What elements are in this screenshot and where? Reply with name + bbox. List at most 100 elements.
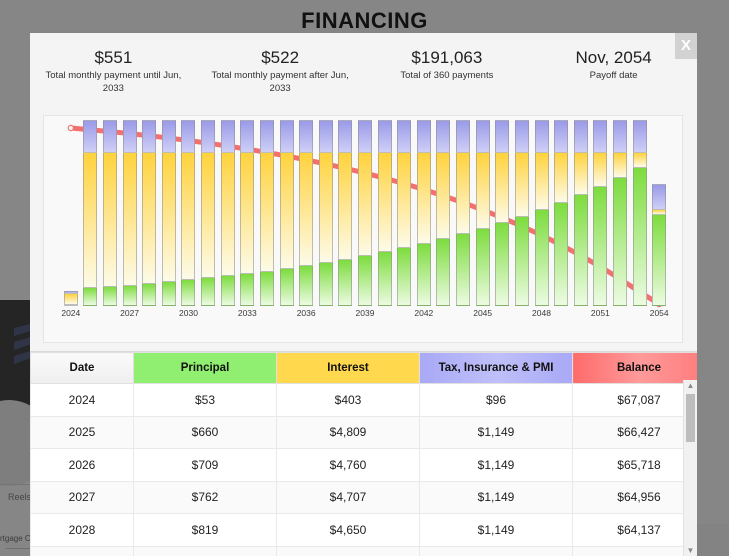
amortization-table-wrapper: Date Principal Interest Tax, Insurance &… xyxy=(30,351,697,556)
summary-card: $522 Total monthly payment after Jun, 20… xyxy=(197,47,364,95)
chart-segment-pri xyxy=(299,265,314,306)
chart-segment-tax xyxy=(122,120,137,153)
chart-segment-pri xyxy=(554,201,569,306)
chart-segment-pri xyxy=(103,286,118,306)
chart-bar xyxy=(436,120,451,306)
chart-segment-tax xyxy=(299,120,314,153)
scroll-up-icon[interactable]: ▲ xyxy=(686,381,695,390)
page-title: FINANCING xyxy=(301,8,428,33)
chart-segment-tax xyxy=(240,120,255,153)
table-cell-interest: $4,760 xyxy=(276,448,420,482)
chart-bar xyxy=(240,120,255,306)
chart-segment-pri xyxy=(534,208,549,306)
chart-segment-int xyxy=(495,152,510,222)
chart-segment-tax xyxy=(456,120,471,153)
chart-x-axis: 2024 2027 2030 2033 2036 2039 2042 2045 2048 2051… xyxy=(61,308,669,324)
chart-segment-int xyxy=(632,152,647,167)
chart-segment-tax xyxy=(201,120,216,153)
chart-bar xyxy=(103,120,118,306)
scroll-down-icon[interactable]: ▼ xyxy=(686,546,695,555)
table-row[interactable]: 2029$880$4,589$1,149$63,257 xyxy=(30,545,697,556)
chart-segment-pri xyxy=(318,262,333,306)
chart-segment-tax xyxy=(573,120,588,153)
summary-value: $191,063 xyxy=(411,48,483,67)
chart-bar xyxy=(259,120,274,306)
chart-segment-int xyxy=(142,152,157,283)
summary-label: Total monthly payment until Jun, 2033 xyxy=(45,70,182,94)
chart-segment-pri xyxy=(632,166,647,306)
chart-x-tick: 2042 xyxy=(414,308,434,318)
chart-segment-int xyxy=(377,152,392,252)
chart-bar xyxy=(358,120,372,306)
chart-segment-tax xyxy=(63,290,78,294)
chart-segment-pri xyxy=(416,242,431,306)
table-cell-date: 2024 xyxy=(30,383,134,417)
chart-segment-int xyxy=(416,152,431,243)
chart-segment-int xyxy=(436,152,451,239)
chart-bar xyxy=(142,120,157,306)
chart-bar xyxy=(318,120,333,306)
chart-segment-int xyxy=(534,152,549,209)
table-cell-balance: $65,718 xyxy=(572,448,697,482)
chart-bar xyxy=(201,120,216,306)
chart-segment-int xyxy=(612,152,627,177)
table-cell-interest: $403 xyxy=(276,383,420,417)
column-header-tax-insurance-pmi[interactable]: Tax, Insurance & PMI xyxy=(419,352,573,384)
chart-segment-pri xyxy=(475,227,490,306)
chart-segment-int xyxy=(259,152,274,271)
chart-segment-pri xyxy=(652,213,667,306)
table-cell-tax: $1,149 xyxy=(419,448,573,482)
chart-segment-tax xyxy=(436,120,451,153)
column-header-balance[interactable]: Balance xyxy=(572,352,697,384)
table-row[interactable]: 2025 $660 $4,809 $1,149 $66,427 xyxy=(30,415,697,449)
table-cell-interest: $4,809 xyxy=(276,415,420,449)
chart-segment-pri xyxy=(593,185,608,306)
chart-bar xyxy=(514,120,529,306)
chart-segment-int xyxy=(318,152,333,263)
chart-x-tick: 2045 xyxy=(473,308,493,318)
chart-segment-pri xyxy=(181,279,196,306)
table-cell-principal: $660 xyxy=(133,415,277,449)
chart-bar xyxy=(652,184,667,306)
close-icon[interactable]: X xyxy=(675,33,697,59)
chart-x-tick: 2048 xyxy=(532,308,551,318)
chart-segment-int xyxy=(240,152,255,274)
table-row[interactable]: 2027 $762 $4,707 $1,149 $64,956 xyxy=(30,480,697,514)
chart-segment-tax xyxy=(632,120,647,153)
chart-segment-pri xyxy=(161,281,176,306)
chart-x-tick: 2036 xyxy=(296,308,316,318)
table-cell-balance: $64,956 xyxy=(572,480,697,514)
chart-bar xyxy=(632,120,647,306)
table-row[interactable]: 2024 $53 $403 $96 $67,087 xyxy=(30,383,697,417)
table-cell-interest: $4,707 xyxy=(276,480,420,514)
chart-segment-pri xyxy=(377,251,392,306)
table-cell-date: 2028 xyxy=(30,513,134,547)
scrollbar-thumb[interactable] xyxy=(686,394,695,442)
table-cell-balance: $64,137 xyxy=(572,513,697,547)
column-header-interest[interactable]: Interest xyxy=(276,352,420,384)
chart-segment-pri xyxy=(338,258,353,306)
chart-segment-tax xyxy=(220,120,235,153)
chart-segment-pri xyxy=(220,275,235,306)
summary-row: $551 Total monthly payment until Jun, 20… xyxy=(30,33,697,101)
chart-segment-tax xyxy=(318,120,333,153)
table-body: 2024 $53 $403 $96 $67,087 2025 $660 $4,809 $1,14… xyxy=(30,383,697,556)
chart-segment-pri xyxy=(63,304,78,306)
chart-segment-int xyxy=(338,152,353,259)
chart-segment-int xyxy=(83,152,98,288)
summary-value: $522 xyxy=(261,48,300,67)
chart-segment-pri xyxy=(436,238,451,306)
chart-bar xyxy=(475,120,490,306)
table-row[interactable]: 2026 $709 $4,760 $1,149 $65,718 xyxy=(30,448,697,482)
chart-x-tick: 2033 xyxy=(237,308,257,318)
chart-segment-tax xyxy=(142,120,157,153)
table-cell-tax: $1,149 xyxy=(419,480,573,514)
chart-bar xyxy=(377,120,392,306)
chart-segment-tax xyxy=(279,120,294,153)
column-header-date[interactable]: Date xyxy=(30,352,134,384)
column-header-principal[interactable]: Principal xyxy=(133,352,277,384)
table-scrollbar[interactable]: ▲ ▼ xyxy=(683,380,697,556)
table-row[interactable]: 2028 $819 $4,650 $1,149 $64,137 xyxy=(30,513,697,547)
chart-segment-int xyxy=(299,152,314,266)
table-cell-tax: $96 xyxy=(419,383,573,417)
